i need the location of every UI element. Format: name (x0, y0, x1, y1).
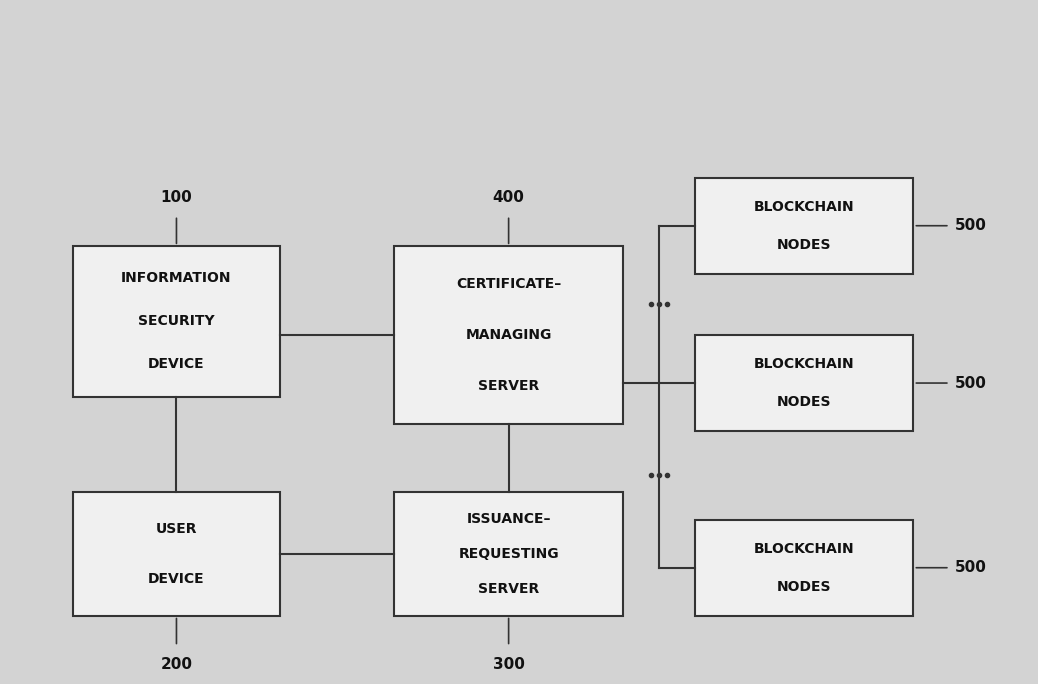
Text: 300: 300 (493, 657, 524, 672)
Text: NODES: NODES (777, 580, 831, 594)
FancyBboxPatch shape (394, 492, 623, 616)
Text: SERVER: SERVER (477, 582, 540, 596)
FancyBboxPatch shape (695, 520, 913, 616)
Text: NODES: NODES (777, 238, 831, 252)
Text: SERVER: SERVER (477, 379, 540, 393)
Text: DEVICE: DEVICE (148, 572, 204, 586)
Text: 400: 400 (493, 190, 524, 205)
Text: 500: 500 (955, 376, 987, 391)
Text: CERTIFICATE–: CERTIFICATE– (456, 277, 562, 291)
Text: BLOCKCHAIN: BLOCKCHAIN (755, 200, 854, 213)
Text: INFORMATION: INFORMATION (121, 272, 231, 285)
Text: NODES: NODES (777, 395, 831, 409)
Text: SECURITY: SECURITY (138, 315, 215, 328)
Text: BLOCKCHAIN: BLOCKCHAIN (755, 357, 854, 371)
FancyBboxPatch shape (695, 178, 913, 274)
Text: REQUESTING: REQUESTING (459, 547, 558, 561)
Text: DEVICE: DEVICE (148, 358, 204, 371)
Text: ISSUANCE–: ISSUANCE– (466, 512, 551, 526)
Text: BLOCKCHAIN: BLOCKCHAIN (755, 542, 854, 555)
Text: 200: 200 (161, 657, 192, 672)
FancyBboxPatch shape (695, 335, 913, 431)
Text: 500: 500 (955, 560, 987, 575)
Text: 500: 500 (955, 218, 987, 233)
Text: 100: 100 (161, 190, 192, 205)
Text: USER: USER (156, 523, 197, 536)
FancyBboxPatch shape (394, 246, 623, 424)
FancyBboxPatch shape (73, 492, 280, 616)
Text: MANAGING: MANAGING (465, 328, 552, 342)
FancyBboxPatch shape (73, 246, 280, 397)
